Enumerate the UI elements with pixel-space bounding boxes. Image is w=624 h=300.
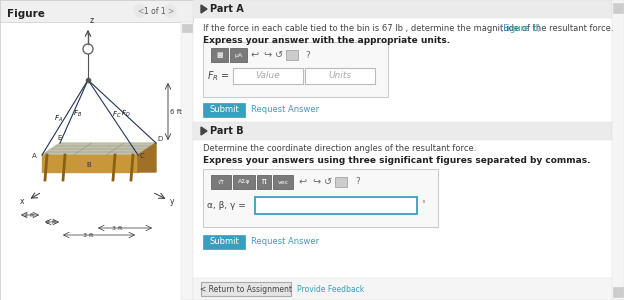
Bar xyxy=(193,0,624,300)
Text: Part B: Part B xyxy=(210,126,243,136)
Text: ↪: ↪ xyxy=(312,177,320,187)
Bar xyxy=(203,235,245,249)
Text: ?: ? xyxy=(306,50,310,59)
Text: ▦: ▦ xyxy=(216,52,223,58)
Bar xyxy=(612,0,624,300)
Text: Part A: Part A xyxy=(210,4,244,14)
Text: π: π xyxy=(261,178,266,187)
Text: ↩: ↩ xyxy=(299,177,307,187)
Text: $F_C$: $F_C$ xyxy=(112,110,122,120)
Bar xyxy=(203,169,438,227)
Text: E: E xyxy=(57,135,61,141)
Bar xyxy=(193,122,612,140)
Text: Units: Units xyxy=(328,71,351,80)
Text: $F_D$: $F_D$ xyxy=(121,109,131,119)
Bar xyxy=(0,0,193,22)
Text: Figure: Figure xyxy=(7,9,45,19)
Bar xyxy=(286,50,298,60)
Text: vec: vec xyxy=(278,179,288,184)
Text: A: A xyxy=(32,153,37,159)
Bar xyxy=(257,175,271,189)
Bar xyxy=(193,140,612,300)
Text: D: D xyxy=(157,136,162,142)
Text: ↩: ↩ xyxy=(251,50,259,60)
Bar xyxy=(233,175,255,189)
Bar xyxy=(0,0,193,300)
Bar xyxy=(255,197,417,214)
Text: Determine the coordinate direction angles of the resultant force.: Determine the coordinate direction angle… xyxy=(203,144,476,153)
Text: α, β, γ =: α, β, γ = xyxy=(207,200,246,209)
Text: If the force in each cable tied to the bin is 67 lb , determine the magnitude of: If the force in each cable tied to the b… xyxy=(203,24,613,33)
Bar xyxy=(193,278,624,300)
Polygon shape xyxy=(201,127,207,135)
Bar xyxy=(201,282,291,296)
Bar xyxy=(233,68,303,84)
Text: >: > xyxy=(167,7,173,16)
Text: y: y xyxy=(170,196,175,206)
Text: ↺: ↺ xyxy=(275,50,283,60)
Text: µA: µA xyxy=(235,52,243,58)
Polygon shape xyxy=(42,143,156,155)
Polygon shape xyxy=(42,155,138,172)
Text: Value: Value xyxy=(256,71,280,80)
Text: $F_B$: $F_B$ xyxy=(73,109,82,119)
Text: √̅T: √̅T xyxy=(218,179,225,184)
Bar xyxy=(273,175,293,189)
Bar xyxy=(203,42,388,97)
Polygon shape xyxy=(138,143,156,172)
Text: ↺: ↺ xyxy=(324,177,332,187)
Text: °: ° xyxy=(421,200,425,209)
Text: Express your answers using three significant figures separated by commas.: Express your answers using three signifi… xyxy=(203,156,590,165)
Bar xyxy=(182,24,192,32)
Circle shape xyxy=(134,5,146,17)
Bar xyxy=(230,48,247,62)
Bar xyxy=(193,0,612,18)
Text: Submit: Submit xyxy=(209,238,239,247)
Text: Request Answer: Request Answer xyxy=(251,238,319,247)
Bar xyxy=(613,3,623,13)
Bar xyxy=(193,18,612,148)
Text: ?: ? xyxy=(356,178,361,187)
Text: $F_A$: $F_A$ xyxy=(54,114,62,124)
Text: 1 of 1: 1 of 1 xyxy=(144,7,166,16)
Text: $F_R$ =: $F_R$ = xyxy=(207,69,230,83)
Text: (Figure 1): (Figure 1) xyxy=(500,24,540,33)
Text: 2 ft: 2 ft xyxy=(46,220,57,225)
Text: 3 ft: 3 ft xyxy=(83,233,93,238)
Circle shape xyxy=(164,5,176,17)
Bar xyxy=(613,287,623,297)
Text: ↪: ↪ xyxy=(263,50,271,60)
Text: 6 ft: 6 ft xyxy=(170,109,182,115)
Text: Express your answer with the appropriate units.: Express your answer with the appropriate… xyxy=(203,36,450,45)
Text: <: < xyxy=(137,7,143,16)
Bar xyxy=(305,68,375,84)
Text: < Return to Assignment: < Return to Assignment xyxy=(200,284,292,293)
Text: 3 ft: 3 ft xyxy=(112,226,122,231)
Bar xyxy=(335,177,347,187)
Text: ΑΣφ: ΑΣφ xyxy=(238,179,250,184)
Polygon shape xyxy=(201,5,207,13)
Text: 2 ft: 2 ft xyxy=(24,213,34,218)
Bar xyxy=(181,22,193,300)
Text: B: B xyxy=(86,162,90,168)
Text: C: C xyxy=(140,153,145,159)
Text: Provide Feedback: Provide Feedback xyxy=(297,284,364,293)
Text: z: z xyxy=(90,16,94,25)
Text: Request Answer: Request Answer xyxy=(251,106,319,115)
Text: Submit: Submit xyxy=(209,106,239,115)
Bar xyxy=(211,48,228,62)
Bar xyxy=(203,103,245,117)
Bar xyxy=(211,175,231,189)
Text: x: x xyxy=(20,196,24,206)
